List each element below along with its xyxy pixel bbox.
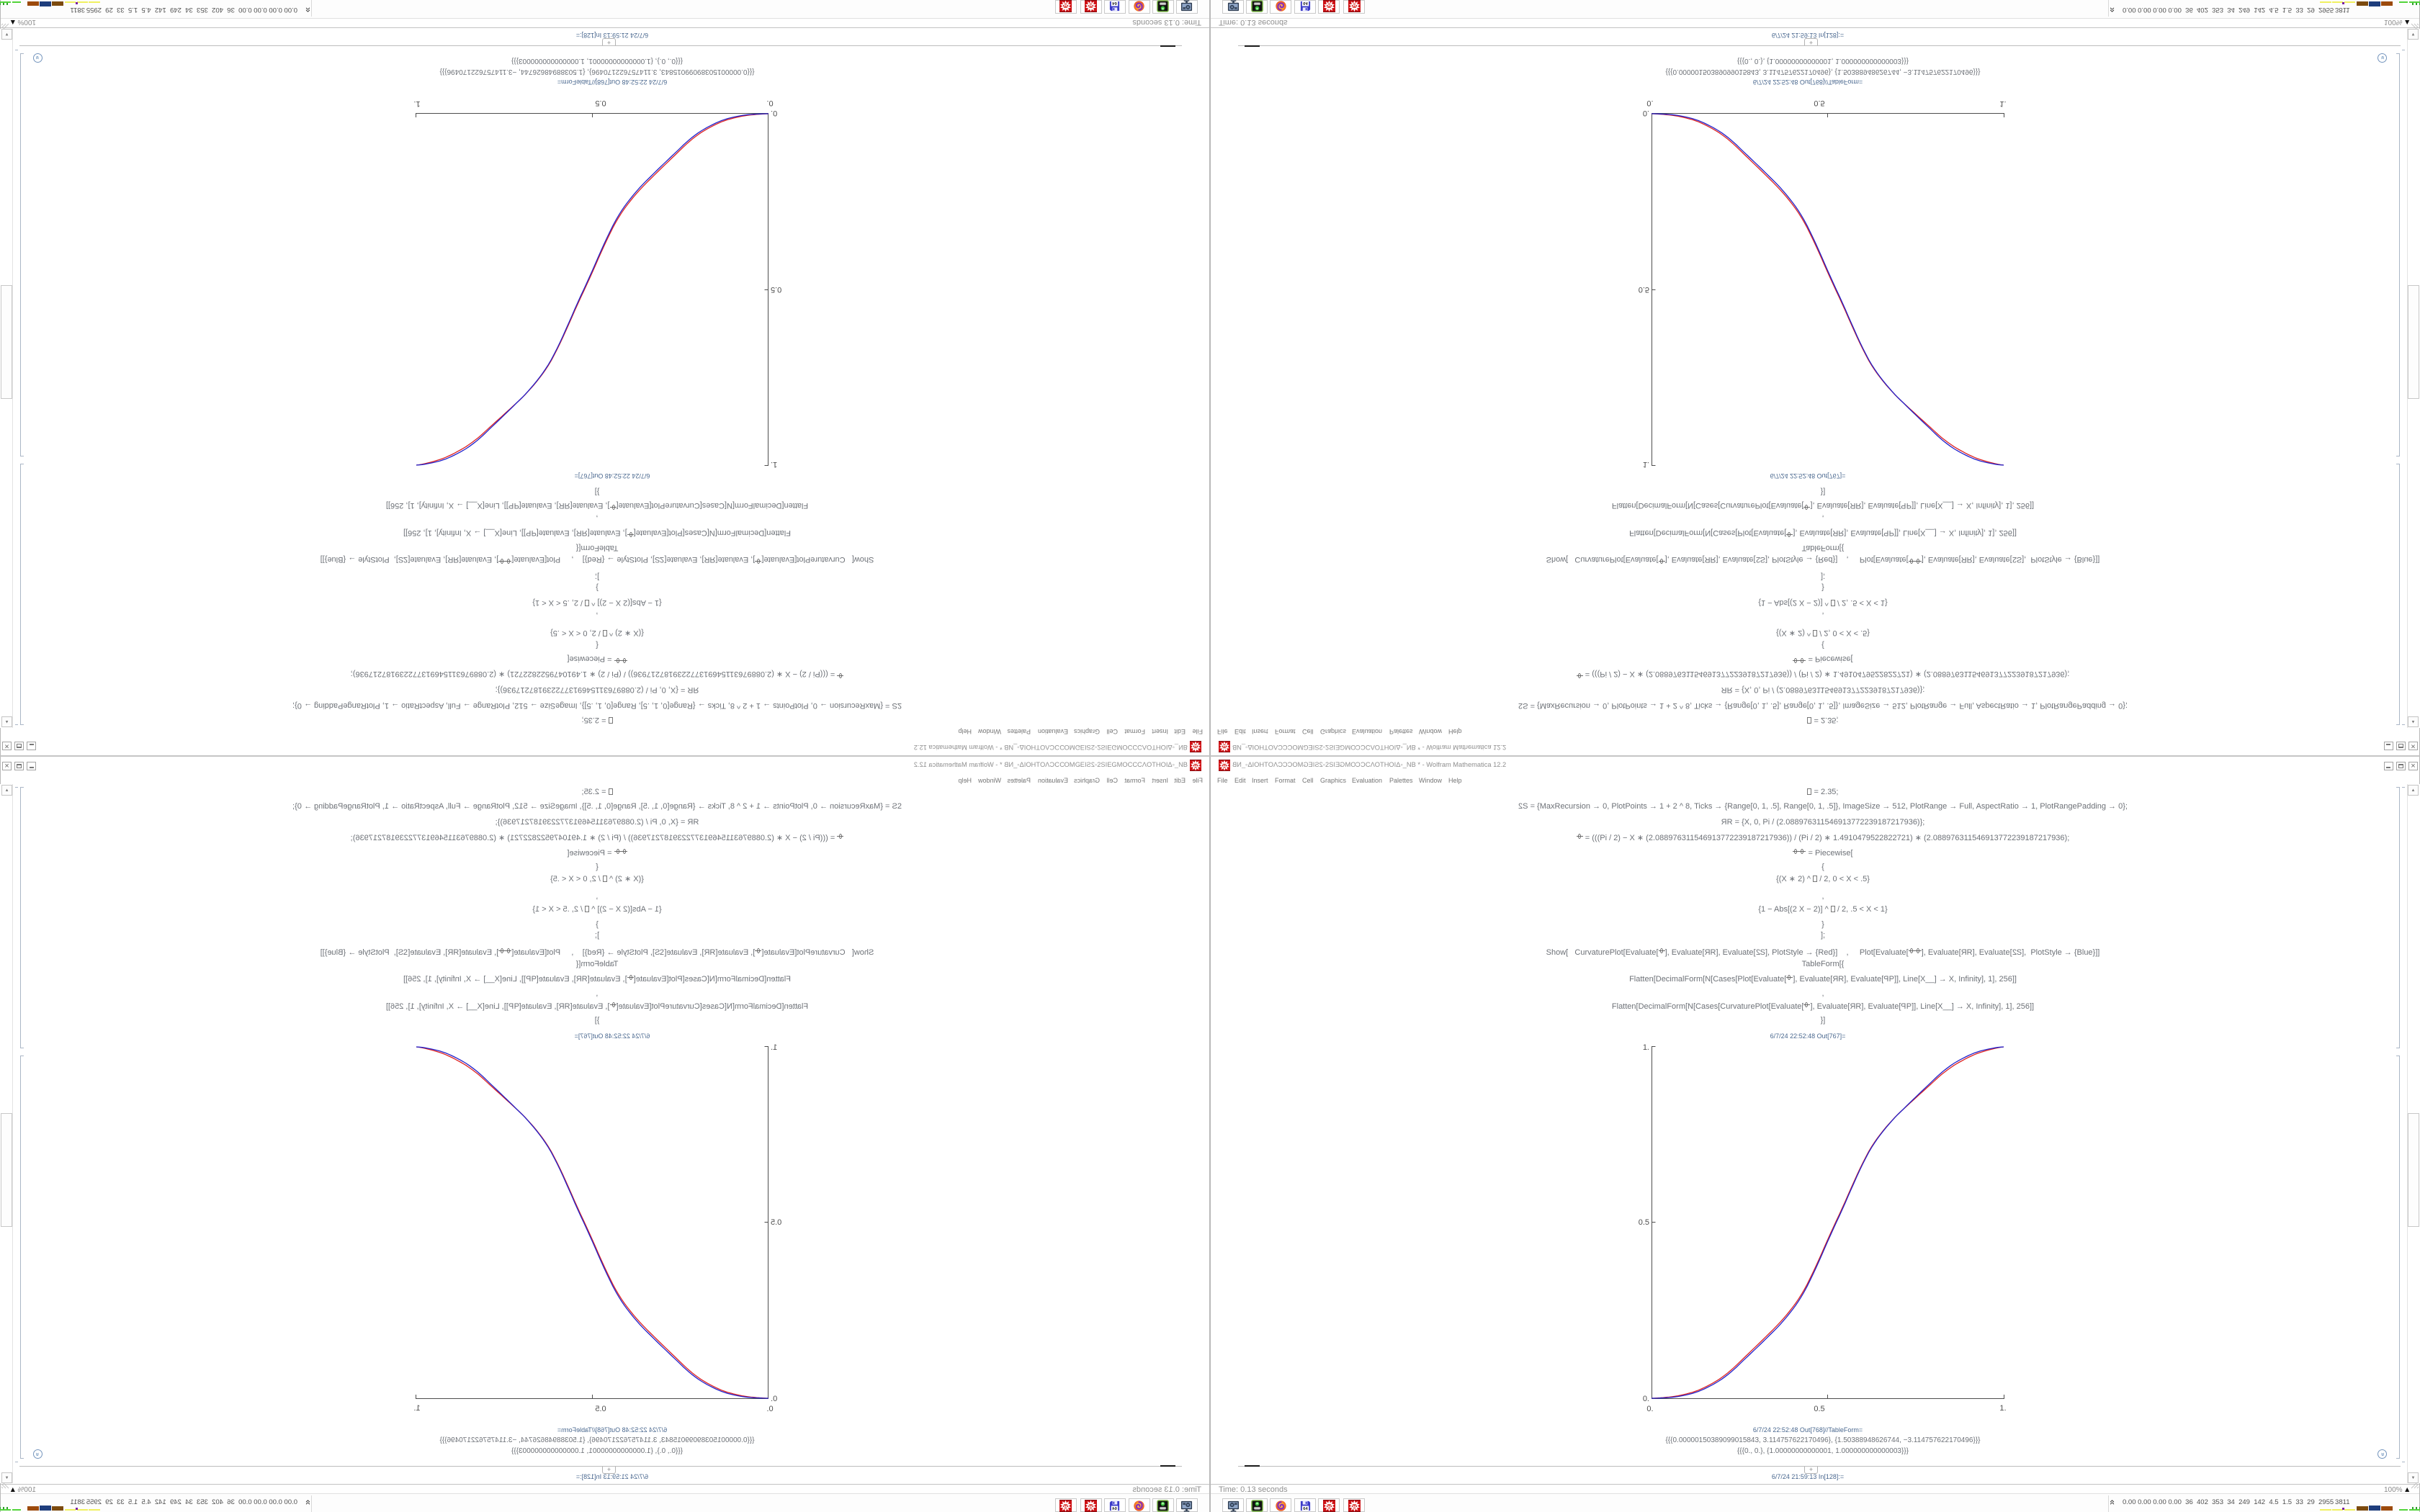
svg-text:64: 64 (1303, 1, 1308, 5)
svg-text:64: 64 (1112, 1, 1117, 5)
svg-text:64: 64 (1112, 1507, 1117, 1511)
svg-text:64: 64 (1303, 1507, 1308, 1511)
